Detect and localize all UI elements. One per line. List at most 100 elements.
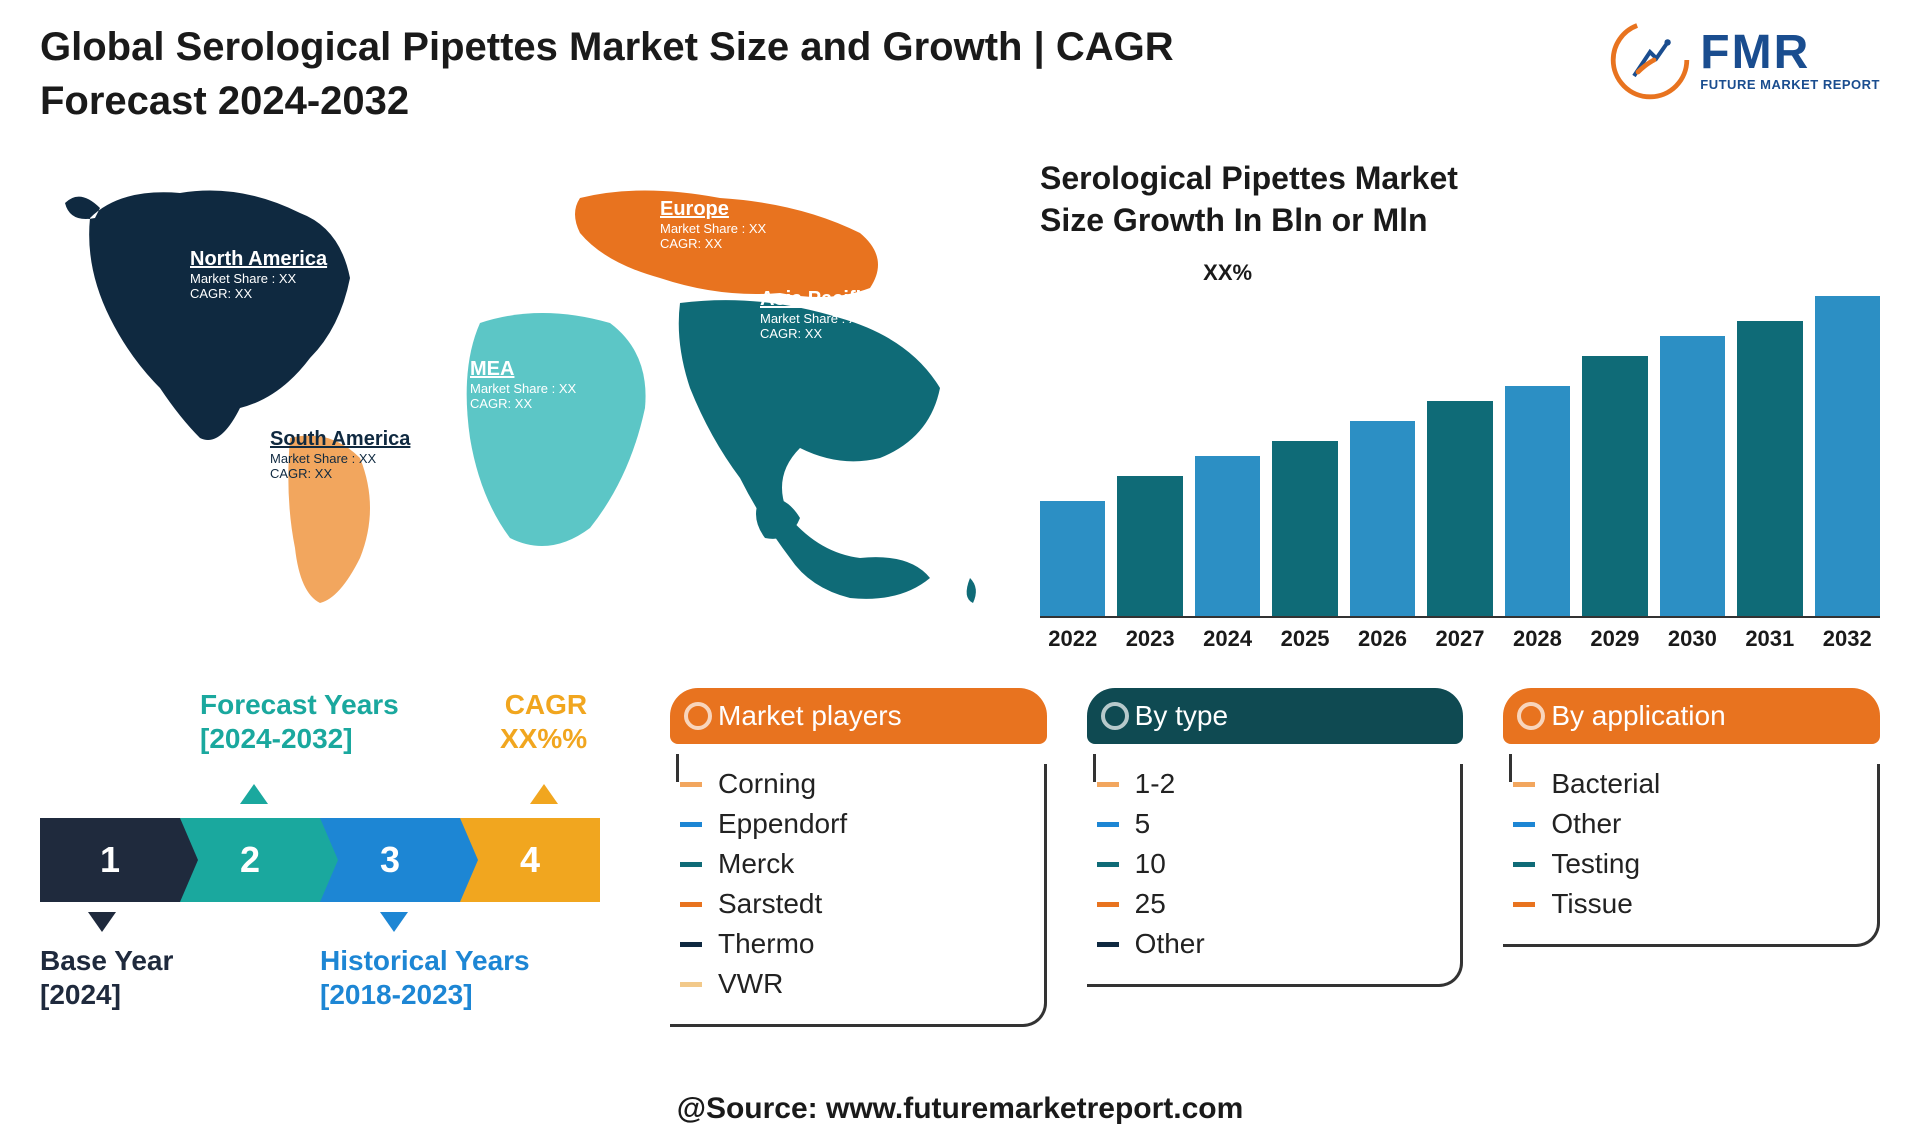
bar	[1350, 421, 1415, 616]
timeline-segment: 1	[40, 818, 180, 902]
bar-col: 2028	[1505, 386, 1570, 616]
bar	[1272, 441, 1337, 616]
dash-icon	[1513, 862, 1535, 867]
category-item: Corning	[680, 764, 1024, 804]
bar	[1040, 501, 1105, 616]
bar-col: 2027	[1427, 401, 1492, 616]
category-item: Other	[1513, 804, 1857, 844]
category-item: Bacterial	[1513, 764, 1857, 804]
dash-icon	[1513, 782, 1535, 787]
timeline: Forecast Years [2024-2032] CAGR XX%% 123…	[40, 688, 640, 1028]
bar-year-label: 2031	[1745, 626, 1794, 652]
lower-section: Forecast Years [2024-2032] CAGR XX%% 123…	[40, 688, 1880, 1028]
region-label: MEAMarket Share : XXCAGR: XX	[470, 358, 576, 411]
cagr-label: CAGR XX%%	[500, 688, 587, 755]
category-item: Sarstedt	[680, 884, 1024, 924]
bar-col: 2025	[1272, 441, 1337, 616]
bar-chart: Serological Pipettes Market Size Growth …	[1040, 158, 1880, 618]
dash-icon	[1513, 822, 1535, 827]
timeline-segment: 4	[460, 818, 600, 902]
timeline-segment: 2	[180, 818, 320, 902]
dash-icon	[1513, 902, 1535, 907]
bar-col: 2031	[1737, 321, 1802, 616]
category-list: 1-251025Other	[1087, 764, 1464, 987]
dash-icon	[1097, 782, 1119, 787]
bars-container: 20222023XX%20242025202620272028202920302…	[1040, 258, 1880, 618]
bar-year-label: 2025	[1281, 626, 1330, 652]
bar	[1582, 356, 1647, 616]
bar-year-label: 2032	[1823, 626, 1872, 652]
category-list: CorningEppendorfMerckSarstedtThermoVWR	[670, 764, 1047, 1027]
dash-icon	[680, 782, 702, 787]
bar	[1505, 386, 1570, 616]
chart-title: Serological Pipettes Market Size Growth …	[1040, 158, 1520, 241]
category-column: Market players CorningEppendorfMerckSarst…	[670, 688, 1047, 1027]
region-label: South AmericaMarket Share : XXCAGR: XX	[270, 428, 410, 481]
bar	[1427, 401, 1492, 616]
category-list: BacterialOtherTestingTissue	[1503, 764, 1880, 947]
bar	[1815, 296, 1880, 616]
dash-icon	[680, 942, 702, 947]
bar	[1195, 456, 1260, 616]
bar-col: 2023	[1117, 476, 1182, 616]
cagr-arrow-icon	[530, 784, 558, 804]
base-arrow-icon	[88, 912, 116, 932]
category-item: Eppendorf	[680, 804, 1024, 844]
bar-col: 2026	[1350, 421, 1415, 616]
region-label: EuropeMarket Share : XXCAGR: XX	[660, 198, 766, 251]
bar-col: 2022	[1040, 501, 1105, 616]
bar	[1117, 476, 1182, 616]
header: Global Serological Pipettes Market Size …	[40, 20, 1880, 128]
bar-year-label: 2028	[1513, 626, 1562, 652]
page-title: Global Serological Pipettes Market Size …	[40, 20, 1340, 128]
logo-brand: FMR	[1700, 29, 1880, 77]
category-column: By application BacterialOtherTestingTissu…	[1503, 688, 1880, 1027]
category-pill: By application	[1503, 688, 1880, 744]
category-item: VWR	[680, 964, 1024, 1004]
bar-year-label: 2029	[1590, 626, 1639, 652]
bar-col: 2029	[1582, 356, 1647, 616]
timeline-segment: 3	[320, 818, 460, 902]
dash-icon	[1097, 942, 1119, 947]
logo: FMR FUTURE MARKET REPORT	[1610, 20, 1880, 100]
bar-year-label: 2024	[1203, 626, 1252, 652]
categories: Market players CorningEppendorfMerckSarst…	[670, 688, 1880, 1027]
category-pill: By type	[1087, 688, 1464, 744]
historical-label: Historical Years [2018-2023]	[320, 944, 530, 1011]
category-pill: Market players	[670, 688, 1047, 744]
dash-icon	[1097, 822, 1119, 827]
category-column: By type1-251025Other	[1087, 688, 1464, 1027]
dash-icon	[680, 982, 702, 987]
category-item: Thermo	[680, 924, 1024, 964]
historical-arrow-icon	[380, 912, 408, 932]
dash-icon	[680, 822, 702, 827]
dash-icon	[680, 862, 702, 867]
region-label: Asia PacificMarket Share : XXCAGR: XX	[760, 288, 872, 341]
bar-col: 2030	[1660, 336, 1725, 616]
category-item: 5	[1097, 804, 1441, 844]
category-item: Merck	[680, 844, 1024, 884]
category-item: Testing	[1513, 844, 1857, 884]
forecast-arrow-icon	[240, 784, 268, 804]
bar-year-label: 2023	[1126, 626, 1175, 652]
bar-year-label: 2026	[1358, 626, 1407, 652]
logo-icon	[1610, 20, 1690, 100]
region-label: North AmericaMarket Share : XXCAGR: XX	[190, 248, 327, 301]
logo-tagline: FUTURE MARKET REPORT	[1700, 77, 1880, 92]
bar-col: XX%2024	[1195, 456, 1260, 616]
dash-icon	[1097, 862, 1119, 867]
forecast-label: Forecast Years [2024-2032]	[200, 688, 399, 755]
category-item: 1-2	[1097, 764, 1441, 804]
world-map: North AmericaMarket Share : XXCAGR: XX So…	[40, 158, 1000, 618]
category-item: 25	[1097, 884, 1441, 924]
timeline-bar: 1234	[40, 818, 600, 902]
upper-section: North AmericaMarket Share : XXCAGR: XX So…	[40, 158, 1880, 618]
bar-year-label: 2030	[1668, 626, 1717, 652]
category-item: Other	[1097, 924, 1441, 964]
base-year-label: Base Year [2024]	[40, 944, 173, 1011]
category-item: Tissue	[1513, 884, 1857, 924]
dash-icon	[1097, 902, 1119, 907]
source-text: @Source: www.futuremarketreport.com	[677, 1092, 1244, 1126]
bar	[1737, 321, 1802, 616]
dash-icon	[680, 902, 702, 907]
